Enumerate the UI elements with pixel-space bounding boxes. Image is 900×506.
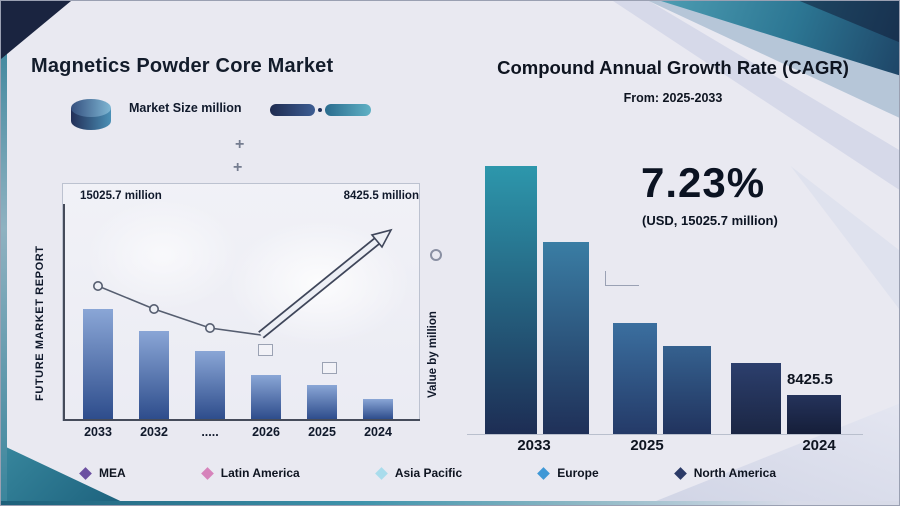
cagr-bars bbox=[469, 161, 869, 434]
diamond-icon bbox=[673, 466, 687, 480]
market-category-2033: 2033 bbox=[84, 425, 112, 439]
market-bar-2026 bbox=[251, 375, 281, 419]
legend-label-north-america: North America bbox=[693, 466, 776, 480]
right-chart-baseline bbox=[467, 434, 863, 435]
legend-label-mea: MEA bbox=[99, 466, 126, 480]
value-label-2024-top: 8425.5 million bbox=[343, 190, 419, 202]
square-outline-icon bbox=[322, 362, 337, 374]
diamond-icon bbox=[79, 466, 92, 480]
market-bar-2025 bbox=[307, 385, 337, 419]
cagr-bar-2025-series-a bbox=[613, 323, 657, 434]
cagr-bar-2024-series-b bbox=[787, 395, 841, 434]
cagr-value: 7.23% bbox=[641, 159, 766, 206]
market-category-2026: 2026 bbox=[252, 425, 280, 439]
market-bar-2032 bbox=[139, 331, 169, 419]
left-chart-y-axis bbox=[63, 204, 65, 421]
legend-item-asia-pacific: Asia Pacific bbox=[374, 466, 463, 480]
left-edge-strip bbox=[1, 1, 7, 505]
plus-icon: + bbox=[233, 159, 243, 176]
value-label-2033: 15025.7 million bbox=[80, 190, 162, 202]
cagr-bar-2033-series-b bbox=[543, 242, 589, 434]
square-outline-icon bbox=[258, 344, 273, 356]
cagr-group-2033 bbox=[485, 166, 589, 434]
bottom-legend: MEA Latin America Asia Pacific Europe North … bbox=[79, 466, 776, 480]
legend-item-latin-america: Latin America bbox=[200, 466, 300, 480]
market-category-2024: 2024 bbox=[364, 425, 392, 439]
legend-label-europe: Europe bbox=[557, 466, 599, 480]
cagr-category-2025: 2025 bbox=[630, 437, 664, 454]
legend-pill-navy bbox=[270, 104, 315, 116]
legend-pill-teal bbox=[325, 104, 371, 116]
market-category-2025: 2025 bbox=[308, 425, 336, 439]
market-categories: 2033 2032..... 2026 2025 2024 bbox=[83, 425, 393, 439]
cagr-group-2024 bbox=[731, 363, 841, 434]
cagr-title: Compound Annual Growth Rate (CAGR) bbox=[497, 57, 849, 78]
cagr-subtitle: From: 2025-2033 bbox=[623, 91, 723, 105]
market-size-legend-label: Market Size million bbox=[129, 101, 242, 115]
step-outline-icon bbox=[605, 271, 639, 286]
cagr-bar-2024-series-a bbox=[731, 363, 781, 434]
market-bars bbox=[83, 203, 393, 419]
corner-navy-shade bbox=[799, 1, 899, 43]
page-title: Magnetics Powder Core Market bbox=[31, 55, 334, 77]
legend-item-europe: Europe bbox=[537, 466, 599, 480]
cagr-categories: 2033 2025 2024 bbox=[469, 437, 869, 459]
cagr-note: (USD, 15025.7 million) bbox=[642, 213, 778, 228]
circle-outline-icon bbox=[430, 249, 442, 261]
right-chart-ylabel: Value by million bbox=[427, 311, 439, 399]
cagr-group-2025 bbox=[613, 323, 711, 434]
market-bar-2033 bbox=[83, 309, 113, 419]
market-bar-2024 bbox=[363, 399, 393, 419]
legend-label-latin-america: Latin America bbox=[220, 466, 300, 480]
legend-item-mea: MEA bbox=[79, 466, 126, 480]
trend-line-arrow bbox=[92, 228, 393, 339]
cylinder-icon bbox=[71, 99, 111, 130]
diamond-icon bbox=[200, 466, 214, 480]
cagr-category-2024: 2024 bbox=[802, 437, 836, 454]
left-chart-ylabel: FUTURE MARKET REPORT bbox=[34, 245, 46, 401]
cagr-bar-2033-series-a bbox=[485, 166, 537, 434]
bottom-edge-strip bbox=[1, 501, 899, 505]
market-category-2032: 2032 bbox=[140, 425, 168, 439]
cagr-bar-2025-series-b bbox=[663, 346, 711, 434]
cagr-category-2033: 2033 bbox=[517, 437, 551, 454]
legend-item-north-america: North America bbox=[673, 466, 776, 480]
diamond-icon bbox=[374, 466, 388, 480]
legend-label-asia-pacific: Asia Pacific bbox=[394, 466, 463, 480]
left-chart-x-axis bbox=[63, 419, 420, 421]
market-category-.....: ..... bbox=[201, 425, 219, 439]
plus-icon: + bbox=[235, 136, 245, 153]
value-label-8425: 8425.5 bbox=[787, 371, 833, 388]
legend-pill-separator-icon bbox=[318, 108, 322, 112]
top-left-triangle bbox=[1, 1, 71, 59]
diamond-icon bbox=[537, 466, 551, 480]
market-bar-..... bbox=[195, 351, 225, 419]
